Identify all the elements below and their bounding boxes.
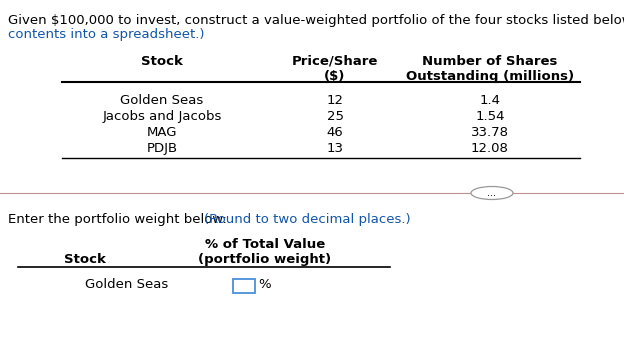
Text: PDJB: PDJB: [147, 142, 178, 155]
Ellipse shape: [471, 187, 513, 200]
Text: 1.54: 1.54: [475, 110, 505, 123]
Text: MAG: MAG: [147, 126, 177, 139]
Text: contents into a spreadsheet.): contents into a spreadsheet.): [8, 28, 205, 41]
Text: Price/Share
($): Price/Share ($): [292, 55, 378, 83]
Text: (Round to two decimal places.): (Round to two decimal places.): [204, 213, 411, 226]
Text: Stock: Stock: [141, 55, 183, 68]
Text: Stock: Stock: [64, 253, 106, 266]
Text: 25: 25: [326, 110, 343, 123]
Text: 46: 46: [326, 126, 343, 139]
Text: 13: 13: [326, 142, 343, 155]
Text: % of Total Value
(portfolio weight): % of Total Value (portfolio weight): [198, 238, 331, 266]
Text: 1.4: 1.4: [479, 94, 500, 107]
Text: Golden Seas: Golden Seas: [120, 94, 203, 107]
Text: %: %: [258, 278, 271, 291]
Text: Number of Shares
Outstanding (millions): Number of Shares Outstanding (millions): [406, 55, 574, 83]
Text: Enter the portfolio weight below:: Enter the portfolio weight below:: [8, 213, 235, 226]
Text: 12.08: 12.08: [471, 142, 509, 155]
Text: Golden Seas: Golden Seas: [85, 278, 168, 291]
Text: Jacobs and Jacobs: Jacobs and Jacobs: [102, 110, 222, 123]
Text: 33.78: 33.78: [471, 126, 509, 139]
Text: ...: ...: [487, 188, 497, 198]
FancyBboxPatch shape: [233, 279, 255, 293]
Text: 12: 12: [326, 94, 343, 107]
Text: Given $100,000 to invest, construct a value-weighted portfolio of the four stock: Given $100,000 to invest, construct a va…: [8, 14, 624, 27]
